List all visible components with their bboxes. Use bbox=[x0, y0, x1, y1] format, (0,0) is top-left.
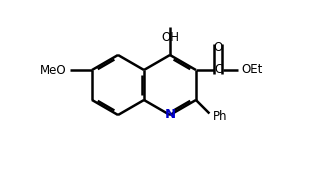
Text: OEt: OEt bbox=[241, 63, 262, 76]
Text: O: O bbox=[214, 41, 223, 54]
Text: C: C bbox=[214, 63, 223, 76]
Text: Ph: Ph bbox=[213, 110, 227, 123]
Text: MeO: MeO bbox=[40, 63, 67, 76]
Text: OH: OH bbox=[161, 31, 179, 44]
Text: N: N bbox=[164, 108, 176, 121]
